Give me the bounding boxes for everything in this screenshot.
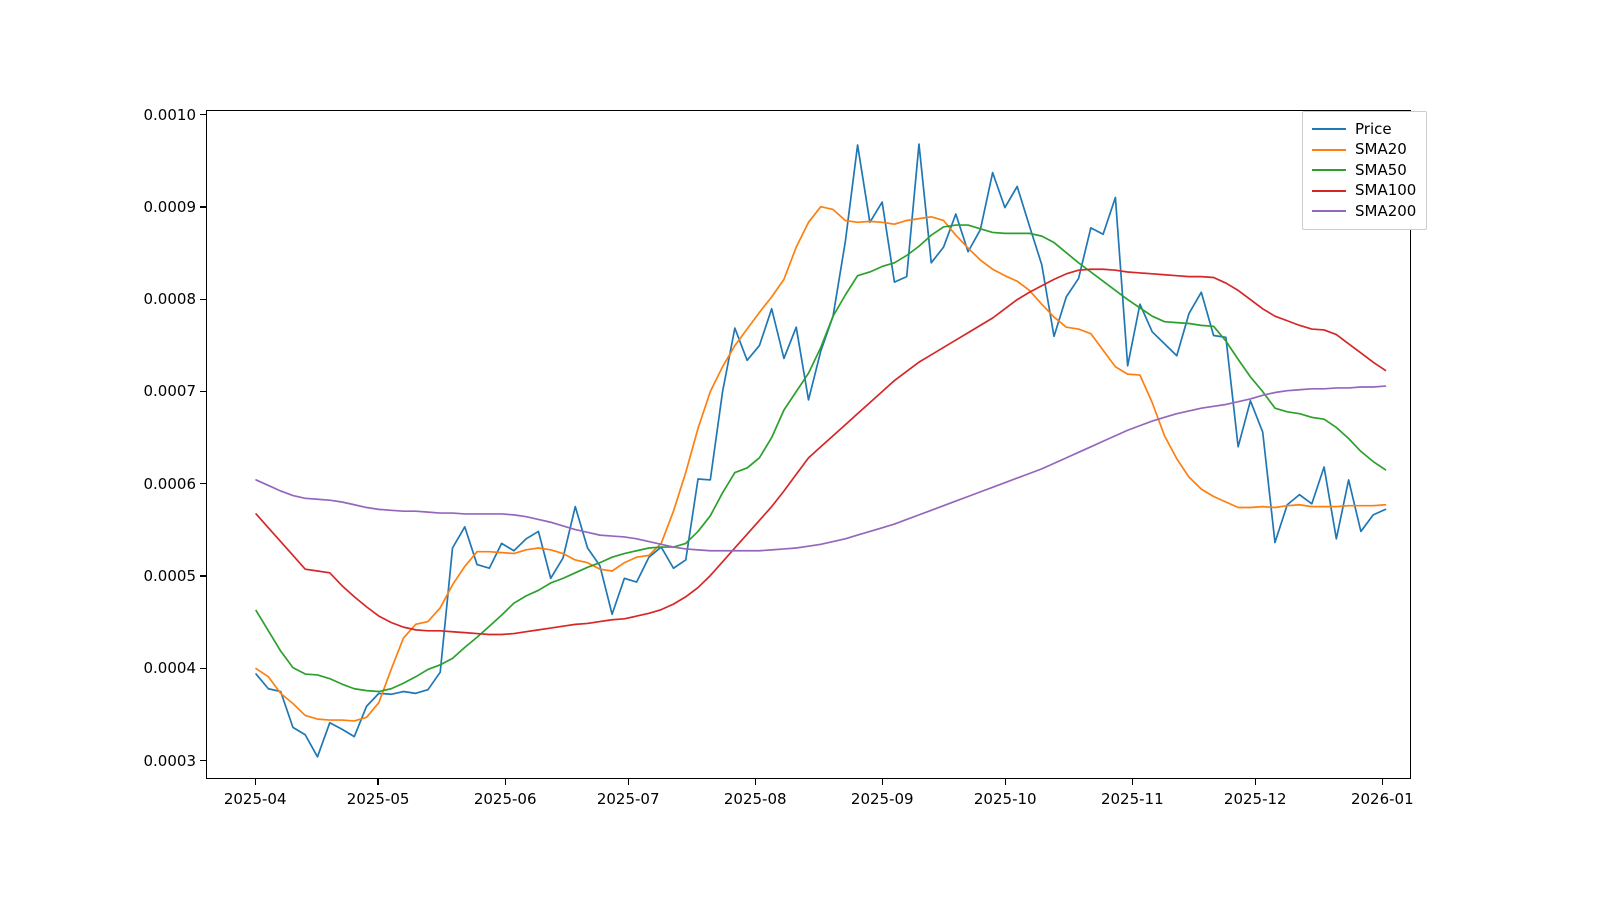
legend-color-swatch [1312,210,1346,213]
legend-color-swatch [1312,189,1346,192]
y-tick-mark [200,483,206,485]
legend-item-sma50[interactable]: SMA50 [1312,160,1416,181]
legend-label: SMA200 [1355,201,1417,220]
legend-item-sma100[interactable]: SMA100 [1312,181,1416,202]
x-tick-mark [627,779,629,785]
x-tick-label: 2025-05 [346,790,410,808]
series-line-sma50 [255,224,1387,693]
plot-area [206,110,1411,779]
legend-color-swatch [1312,128,1346,131]
x-tick-mark [881,779,883,785]
x-tick-label: 2025-10 [973,790,1037,808]
x-tick-mark [504,779,506,785]
y-tick-label: 0.0008 [143,290,197,309]
y-tick-mark [200,759,206,762]
x-tick-label: 2025-12 [1223,790,1287,808]
series-canvas [255,143,1387,758]
series-line-sma200 [255,385,1387,552]
x-tick-mark [1004,779,1006,785]
y-tick-mark [200,575,206,577]
x-tick-mark [754,779,756,785]
y-tick-label: 0.0010 [143,105,197,124]
y-tick-mark [200,113,206,116]
y-tick-label: 0.0005 [143,566,197,585]
x-tick-mark [1381,779,1383,785]
y-tick-mark [200,206,206,208]
legend-color-swatch [1312,169,1346,172]
series-line-sma20 [255,205,1387,722]
legend-item-price[interactable]: Price [1312,119,1416,140]
legend-item-sma20[interactable]: SMA20 [1312,140,1416,161]
y-tick-mark [200,298,206,300]
y-tick-label: 0.0007 [143,382,197,401]
x-tick-label: 2025-06 [473,790,537,808]
legend-label: SMA100 [1355,181,1417,200]
x-tick-label: 2025-04 [223,790,287,808]
legend-label: SMA50 [1355,160,1407,179]
x-tick-label: 2025-09 [850,790,914,808]
x-tick-mark [1131,779,1133,785]
legend-item-sma200[interactable]: SMA200 [1312,201,1416,222]
y-tick-label: 0.0004 [143,659,197,678]
y-tick-label: 0.0003 [143,751,197,770]
y-tick-label: 0.0006 [143,474,197,493]
y-tick-label: 0.0009 [143,197,197,216]
y-tick-mark [200,390,206,393]
series-line-price [255,143,1387,758]
x-tick-label: 2025-08 [723,790,787,808]
x-tick-label: 2026-01 [1350,790,1414,808]
x-tick-label: 2025-11 [1100,790,1164,808]
x-tick-mark [254,779,256,785]
x-tick-mark [377,779,379,785]
legend-label: SMA20 [1355,140,1407,159]
legend-color-swatch [1312,148,1346,151]
legend-label: Price [1355,119,1392,138]
y-tick-mark [200,667,206,669]
chart-legend: Price SMA20 SMA50 SMA100 SMA200 [1302,111,1428,230]
x-tick-label: 2025-07 [596,790,660,808]
series-line-sma100 [255,268,1387,636]
x-tick-mark [1254,779,1256,785]
